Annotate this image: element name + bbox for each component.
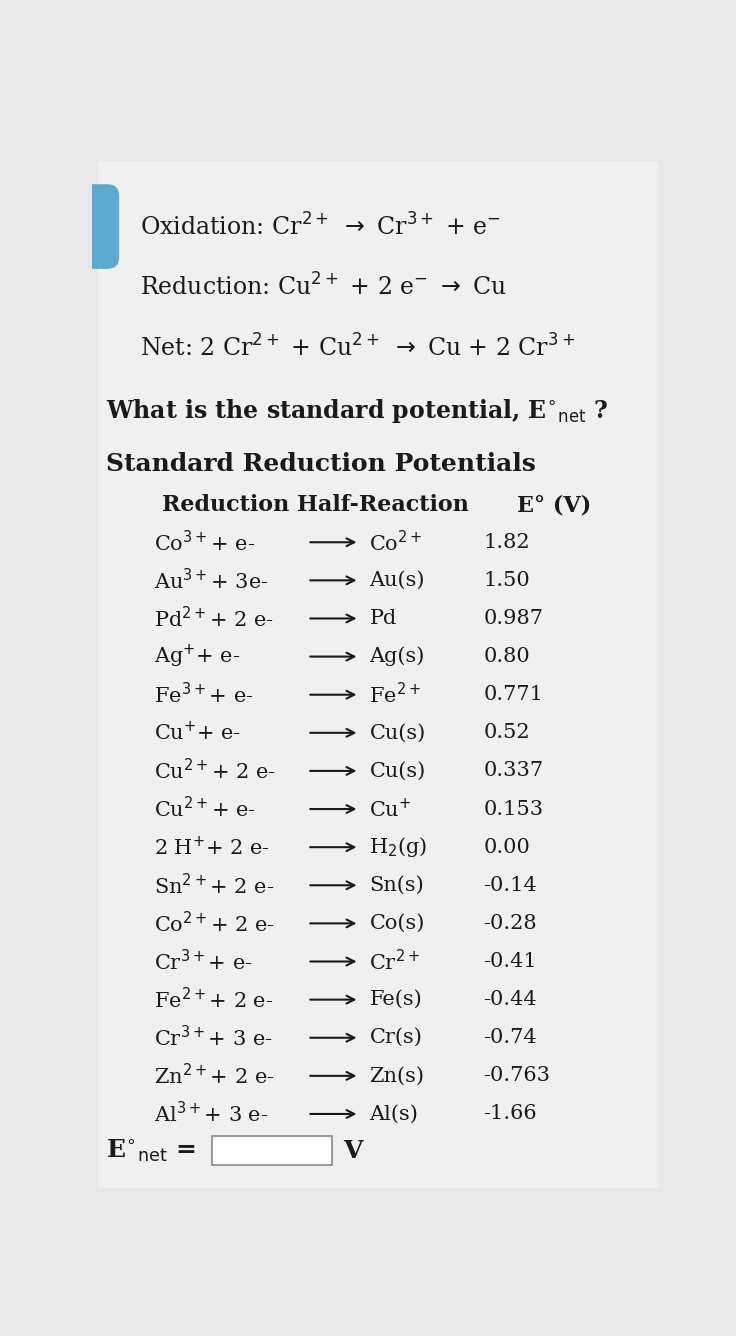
Text: Zn$^{2+}$+ 2 e-: Zn$^{2+}$+ 2 e- [154, 1063, 275, 1089]
Text: Ag(s): Ag(s) [369, 647, 425, 667]
Text: 0.153: 0.153 [484, 799, 543, 819]
Text: Fe$^{3+}$+ e-: Fe$^{3+}$+ e- [154, 683, 253, 707]
Text: Pd: Pd [369, 609, 397, 628]
Text: 0.00: 0.00 [484, 838, 530, 856]
FancyBboxPatch shape [97, 162, 659, 1188]
Text: What is the standard potential, E$^{\circ}$$_{\mathrm{net}}$ ?: What is the standard potential, E$^{\cir… [106, 397, 608, 425]
Text: Al$^{3+}$+ 3 e-: Al$^{3+}$+ 3 e- [154, 1101, 269, 1126]
Text: -1.66: -1.66 [484, 1105, 537, 1124]
Text: Pd$^{2+}$+ 2 e-: Pd$^{2+}$+ 2 e- [154, 605, 274, 631]
Text: Cr$^{3+}$+ 3 e-: Cr$^{3+}$+ 3 e- [154, 1025, 272, 1050]
Text: Reduction: Cu$^{2+}$ + 2 e$^{-}$ $\rightarrow$ Cu: Reduction: Cu$^{2+}$ + 2 e$^{-}$ $\right… [140, 273, 507, 301]
FancyBboxPatch shape [66, 184, 119, 269]
Text: Standard Reduction Potentials: Standard Reduction Potentials [106, 452, 536, 476]
Text: Cu(s): Cu(s) [369, 723, 425, 743]
Text: -0.41: -0.41 [484, 953, 537, 971]
Text: Fe$^{2+}$: Fe$^{2+}$ [369, 683, 421, 707]
Text: Fe(s): Fe(s) [369, 990, 422, 1009]
Text: 0.337: 0.337 [484, 762, 543, 780]
Text: Cu$^{+}$: Cu$^{+}$ [369, 798, 411, 820]
Text: Co(s): Co(s) [369, 914, 425, 933]
Text: V: V [343, 1138, 362, 1162]
Text: Cu$^{2+}$+ e-: Cu$^{2+}$+ e- [154, 796, 256, 822]
Text: 0.987: 0.987 [484, 609, 543, 628]
Text: -0.44: -0.44 [484, 990, 537, 1009]
Text: Au$^{3+}$+ 3e-: Au$^{3+}$+ 3e- [154, 568, 269, 593]
Text: -0.763: -0.763 [484, 1066, 551, 1085]
Text: Cr$^{2+}$: Cr$^{2+}$ [369, 949, 420, 974]
Text: 1.82: 1.82 [484, 533, 530, 552]
Text: Co$^{3+}$+ e-: Co$^{3+}$+ e- [154, 529, 255, 554]
FancyBboxPatch shape [212, 1136, 332, 1165]
Text: 0.80: 0.80 [484, 647, 530, 667]
Text: Ag$^{+}$+ e-: Ag$^{+}$+ e- [154, 643, 240, 671]
Text: E$^{\circ}$$_{\mathrm{net}}$ =: E$^{\circ}$$_{\mathrm{net}}$ = [106, 1137, 196, 1164]
Text: Cu$^{+}$+ e-: Cu$^{+}$+ e- [154, 721, 241, 744]
Text: Cr$^{3+}$+ e-: Cr$^{3+}$+ e- [154, 949, 252, 974]
Text: Al(s): Al(s) [369, 1105, 418, 1124]
Text: Oxidation: Cr$^{2+}$ $\rightarrow$ Cr$^{3+}$ + e$^{-}$: Oxidation: Cr$^{2+}$ $\rightarrow$ Cr$^{… [140, 212, 501, 240]
Text: 0.52: 0.52 [484, 723, 530, 743]
Text: Cr(s): Cr(s) [369, 1029, 422, 1047]
Text: H$_2$(g): H$_2$(g) [369, 835, 428, 859]
Text: Co$^{2+}$: Co$^{2+}$ [369, 529, 423, 554]
Text: Co$^{2+}$+ 2 e-: Co$^{2+}$+ 2 e- [154, 911, 275, 937]
Text: Au(s): Au(s) [369, 570, 425, 591]
Text: Fe$^{2+}$+ 2 e-: Fe$^{2+}$+ 2 e- [154, 987, 273, 1013]
Text: E° (V): E° (V) [517, 494, 591, 516]
Text: Sn(s): Sn(s) [369, 876, 424, 895]
Text: 2 H$^{+}$+ 2 e-: 2 H$^{+}$+ 2 e- [154, 835, 269, 859]
Text: Zn(s): Zn(s) [369, 1066, 425, 1085]
Text: -0.14: -0.14 [484, 876, 537, 895]
Text: -0.28: -0.28 [484, 914, 537, 933]
Text: 0.771: 0.771 [484, 685, 543, 704]
Text: Reduction Half-Reaction: Reduction Half-Reaction [162, 494, 469, 516]
Text: -0.74: -0.74 [484, 1029, 537, 1047]
Text: Net: 2 Cr$^{2+}$ + Cu$^{2+}$ $\rightarrow$ Cu + 2 Cr$^{3+}$: Net: 2 Cr$^{2+}$ + Cu$^{2+}$ $\rightarro… [140, 334, 576, 362]
Text: Cu(s): Cu(s) [369, 762, 425, 780]
Text: Sn$^{2+}$+ 2 e-: Sn$^{2+}$+ 2 e- [154, 872, 275, 898]
Text: 1.50: 1.50 [484, 570, 530, 591]
Text: Cu$^{2+}$+ 2 e-: Cu$^{2+}$+ 2 e- [154, 759, 276, 783]
